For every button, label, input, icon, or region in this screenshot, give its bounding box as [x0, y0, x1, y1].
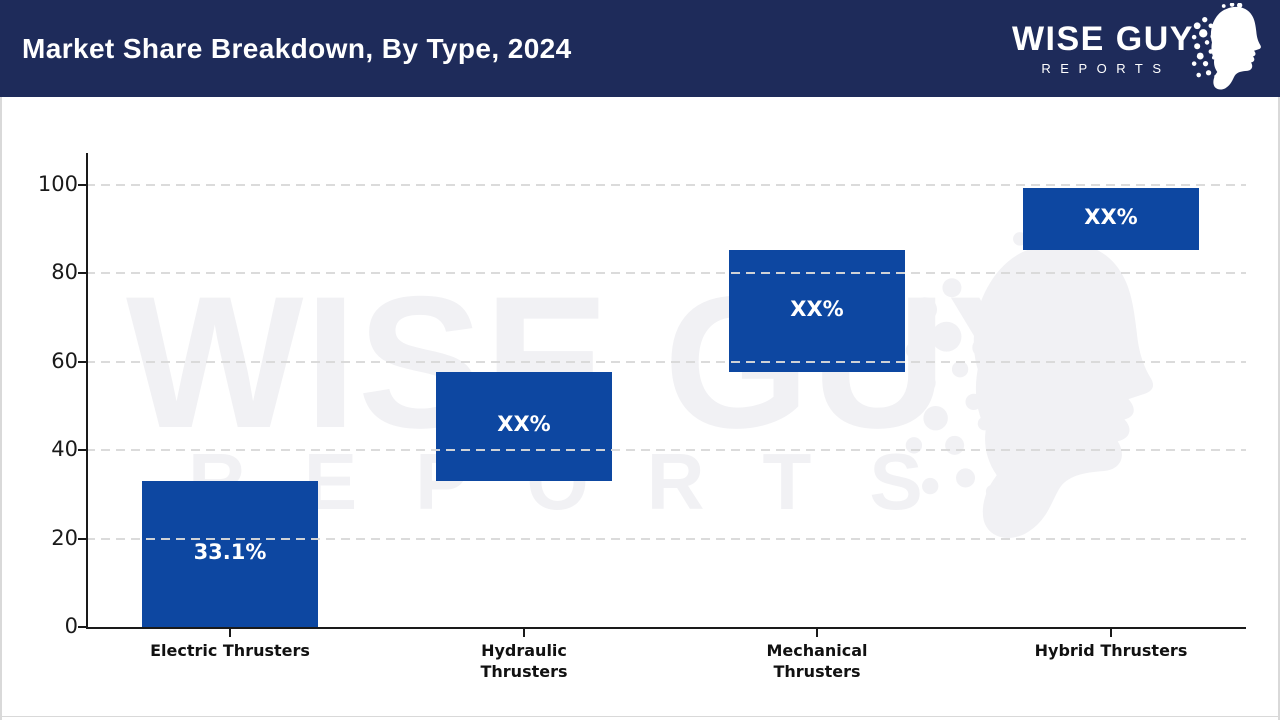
- x-tick-mark: [1110, 629, 1112, 637]
- y-tick-label: 20: [51, 525, 78, 550]
- y-tick-label: 100: [37, 172, 78, 196]
- watermark-face-icon: [905, 228, 1154, 538]
- bar-value-label: XX%: [1084, 205, 1138, 230]
- gridline: [86, 272, 1246, 275]
- header-bar: Market Share Breakdown, By Type, 2024 WI…: [0, 0, 1280, 97]
- page-border-bottom: [0, 716, 1280, 717]
- y-tick-mark: [78, 449, 86, 452]
- gridline: [86, 449, 1246, 452]
- y-tick-label: 80: [51, 260, 78, 285]
- wise-guy-logo: WISE GUY REPORTS: [1012, 3, 1264, 94]
- x-category-label: Electric Thrusters: [150, 641, 310, 660]
- y-tick-label: 0: [64, 614, 78, 638]
- logo-name: WISE GUY: [1011, 19, 1194, 58]
- y-tick-label: 40: [51, 437, 78, 462]
- page-border-right: [1278, 97, 1280, 720]
- bar: [729, 250, 905, 372]
- page-title: Market Share Breakdown, By Type, 2024: [22, 32, 572, 64]
- x-category-label: Mechanical Thrusters: [766, 641, 868, 682]
- x-tick-mark: [816, 629, 818, 637]
- y-tick-mark: [78, 537, 86, 540]
- bar: [436, 371, 612, 481]
- x-tick-mark: [523, 629, 525, 637]
- gridline: [86, 537, 1246, 540]
- y-tick-label: 60: [51, 348, 78, 373]
- x-category-label: Hydraulic Thrusters: [480, 641, 568, 682]
- bar: [1023, 187, 1199, 251]
- bar: [142, 480, 318, 627]
- wise-guy-face-icon: [1191, 3, 1261, 90]
- y-tick-mark: [78, 360, 86, 363]
- y-tick-mark: [78, 626, 86, 628]
- bar-value-label: XX%: [497, 412, 551, 437]
- x-axis: [86, 627, 1246, 629]
- y-tick-mark: [78, 184, 86, 186]
- bar-value-label: 33.1%: [193, 539, 267, 564]
- page-border-left: [0, 97, 2, 720]
- gridline: [86, 184, 1246, 186]
- bar-value-label: XX%: [790, 296, 844, 321]
- y-tick-mark: [78, 272, 86, 275]
- y-axis: [86, 153, 88, 629]
- logo-text: WISE GUY REPORTS: [1012, 22, 1194, 76]
- x-category-label: Hybrid Thrusters: [1034, 641, 1188, 660]
- x-tick-mark: [229, 629, 231, 637]
- logo-subtitle: REPORTS: [1041, 60, 1171, 76]
- gridline: [86, 360, 1246, 363]
